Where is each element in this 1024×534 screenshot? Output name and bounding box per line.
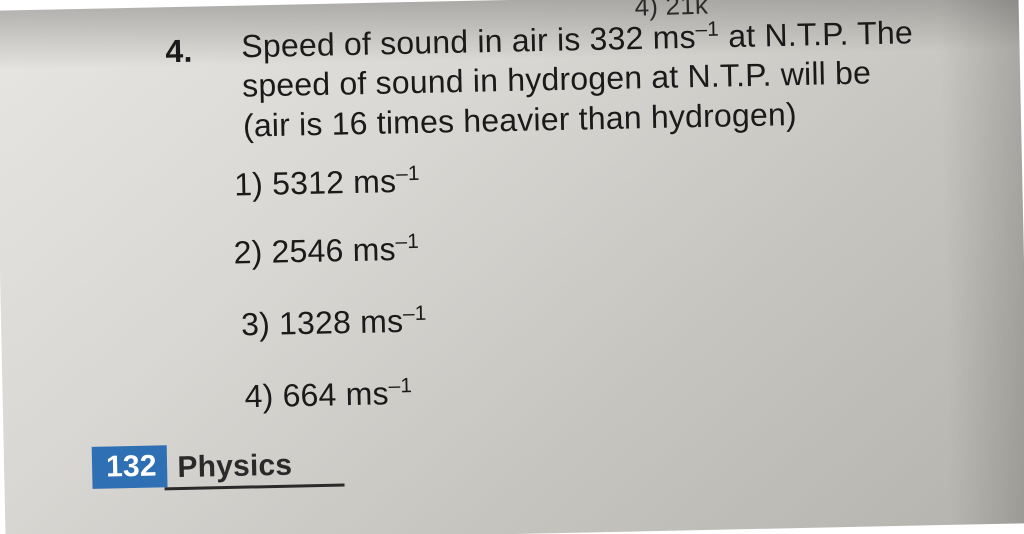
option-2: 2) 2546 ms–1 [233,230,419,272]
question-line-1a: Speed of sound in air is 332 ms [241,19,696,65]
question-line-3: (air is 16 times heavier than hydrogen) [243,96,798,145]
subject-label: Physics [177,449,292,484]
option-1-text: 1) 5312 ms [234,163,397,202]
option-1-exp: –1 [396,162,420,185]
option-4-text: 4) 664 ms [244,375,389,414]
option-3-exp: –1 [403,302,427,325]
option-4: 4) 664 ms–1 [244,374,412,415]
page-number-badge: 132 [92,445,168,489]
option-2-text: 2) 2546 ms [233,231,396,270]
question-line-1b: at N.T.P. The [719,14,913,54]
option-2-exp: –1 [395,230,419,253]
question-line-1-exp: –1 [695,18,719,41]
option-4-exp: –1 [388,374,412,397]
option-3-text: 3) 1328 ms [241,303,404,342]
option-3: 3) 1328 ms–1 [241,302,427,344]
option-1: 1) 5312 ms–1 [234,162,420,204]
question-number: 4. [165,33,193,71]
